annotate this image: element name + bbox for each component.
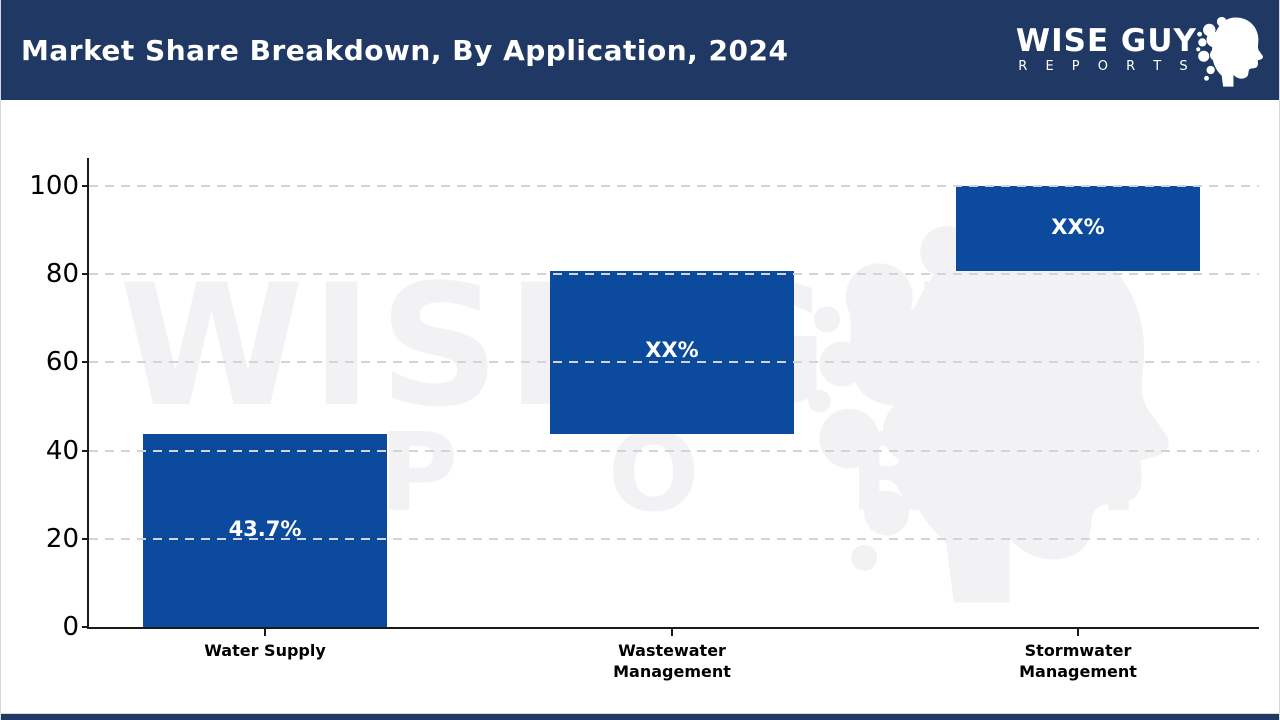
y-tick-mark [82, 185, 89, 187]
bar-value-label: XX% [1051, 214, 1105, 239]
brand-name: WISE GUY [1015, 23, 1197, 59]
x-tick-label: Water Supply [204, 641, 326, 660]
x-axis-spine [87, 627, 1259, 629]
x-tick-mark [1077, 629, 1079, 636]
y-tick-label: 40 [45, 435, 79, 466]
bar: XX% [956, 186, 1200, 271]
wiseguy-head-icon [1193, 12, 1267, 88]
chart-title: Market Share Breakdown, By Application, … [21, 33, 789, 67]
brand-wordmark: WISE GUY R E P O R T S [1016, 25, 1197, 75]
bar-value-label: 43.7% [228, 516, 302, 541]
y-tick-mark [82, 537, 89, 540]
gridline [89, 449, 1259, 452]
y-tick-label: 80 [45, 259, 79, 290]
y-tick-mark [82, 361, 89, 364]
x-tick-label: Wastewater Management [613, 641, 731, 681]
y-tick-label: 100 [29, 171, 79, 201]
bar-value-label: XX% [645, 338, 699, 363]
y-tick-mark [82, 273, 89, 276]
x-tick-mark [671, 629, 673, 636]
gridline [89, 185, 1259, 187]
y-tick-label: 0 [62, 612, 79, 642]
y-tick-label: 60 [45, 347, 79, 378]
y-tick-mark [82, 449, 89, 452]
y-axis-spine [87, 158, 89, 629]
bar: 43.7% [143, 434, 387, 627]
bar: XX% [550, 270, 794, 435]
y-tick-mark [82, 626, 89, 628]
footer-accent-bar [1, 714, 1279, 720]
gridline [89, 537, 1259, 540]
brand-subtitle: R E P O R T S [1018, 59, 1195, 74]
header-bar: Market Share Breakdown, By Application, … [1, 0, 1279, 100]
x-tick-label: Stormwater Management [1019, 641, 1137, 681]
x-tick-mark [264, 629, 266, 636]
footer-divider [1, 713, 1279, 714]
gridline [89, 273, 1259, 276]
gridline [89, 361, 1259, 364]
brand-logo: WISE GUY R E P O R T S [1016, 12, 1267, 88]
y-tick-label: 20 [45, 523, 79, 554]
